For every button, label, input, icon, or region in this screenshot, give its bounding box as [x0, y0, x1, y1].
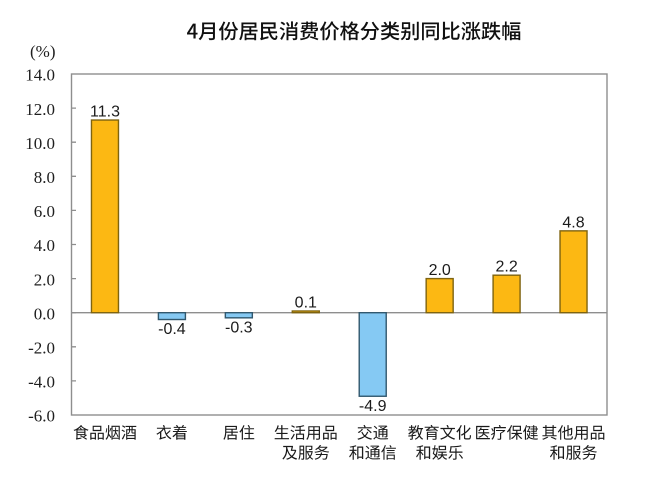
- svg-text:14.0: 14.0: [25, 66, 55, 85]
- svg-text:10.0: 10.0: [25, 134, 55, 153]
- svg-text:2.0: 2.0: [429, 262, 451, 279]
- svg-text:-0.4: -0.4: [158, 321, 186, 338]
- svg-text:-4.9: -4.9: [359, 398, 387, 415]
- svg-text:-0.3: -0.3: [225, 320, 253, 337]
- svg-text:-2.0: -2.0: [28, 339, 55, 358]
- svg-text:11.3: 11.3: [90, 104, 120, 121]
- svg-text:4.0: 4.0: [34, 236, 55, 255]
- svg-text:0.1: 0.1: [295, 295, 317, 312]
- svg-text:(%): (%): [30, 42, 55, 61]
- svg-text:2.0: 2.0: [34, 270, 55, 289]
- svg-text:4.8: 4.8: [562, 214, 584, 231]
- svg-text:6.0: 6.0: [34, 202, 55, 221]
- svg-text:-4.0: -4.0: [28, 373, 55, 392]
- svg-text:2.2: 2.2: [495, 259, 517, 276]
- svg-text:-6.0: -6.0: [28, 407, 55, 426]
- svg-text:12.0: 12.0: [25, 100, 55, 119]
- svg-text:8.0: 8.0: [34, 168, 55, 187]
- svg-text:0.0: 0.0: [34, 304, 55, 323]
